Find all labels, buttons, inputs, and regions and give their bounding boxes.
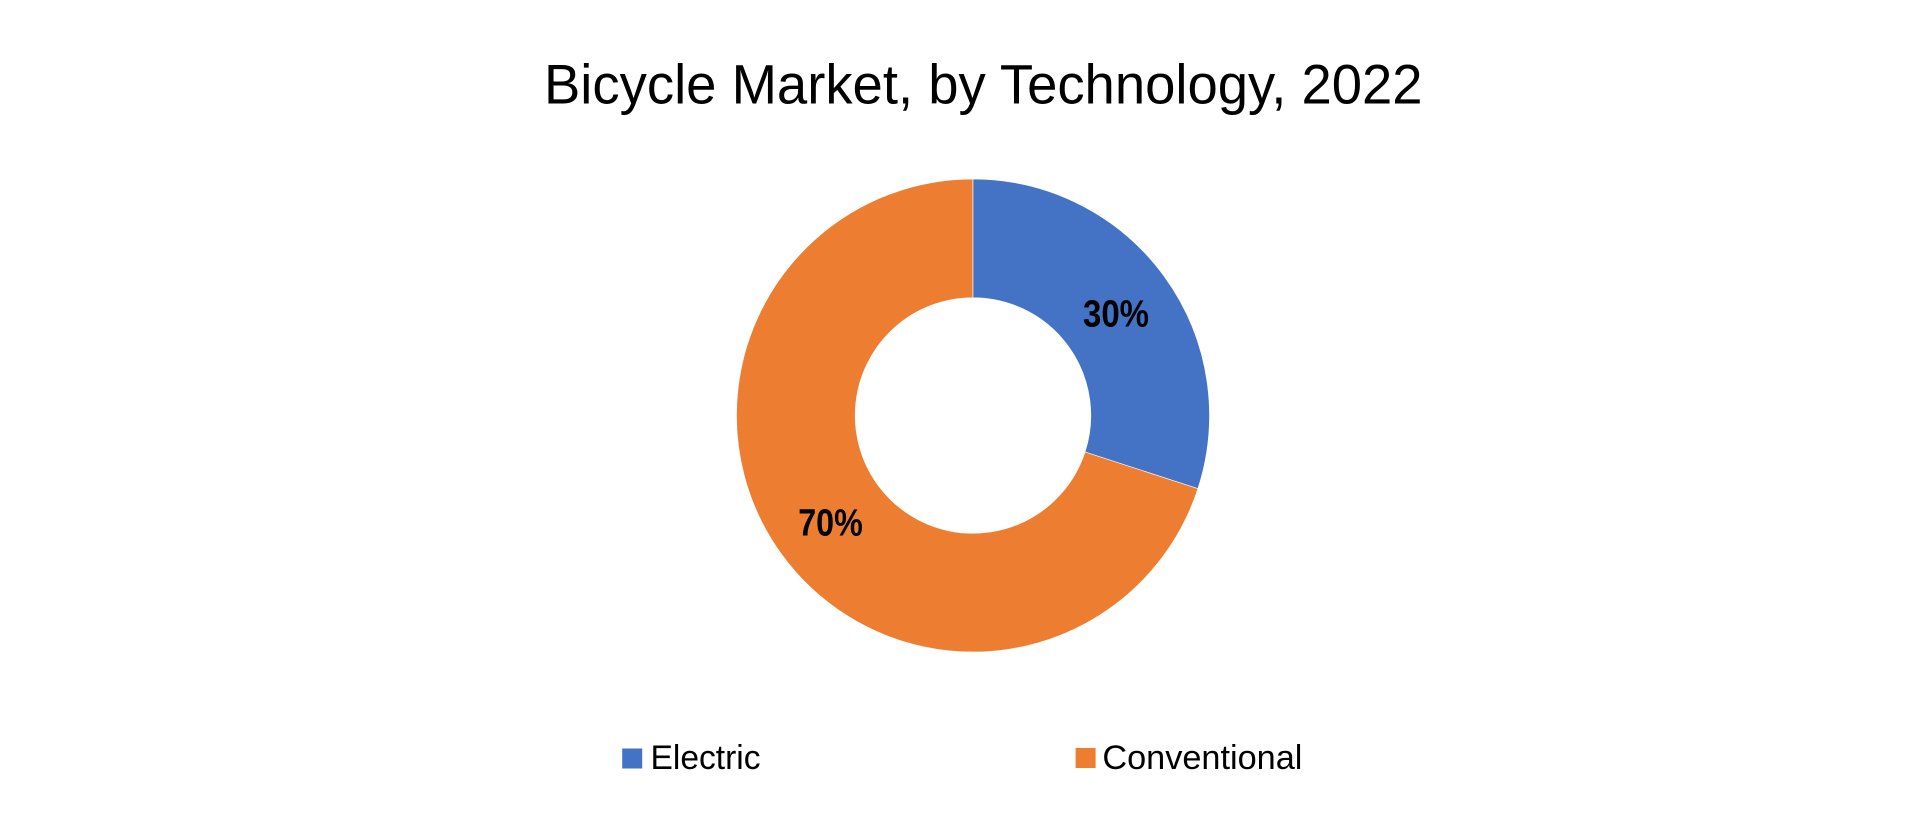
svg-text:Bicycle Market, by Technology,: Bicycle Market, by Technology, 2022 [544,53,1423,116]
svg-text:70%: 70% [798,503,863,545]
svg-text:Conventional: Conventional [1102,739,1302,777]
svg-text:Electric: Electric [651,739,761,777]
svg-text:30%: 30% [1083,294,1149,336]
